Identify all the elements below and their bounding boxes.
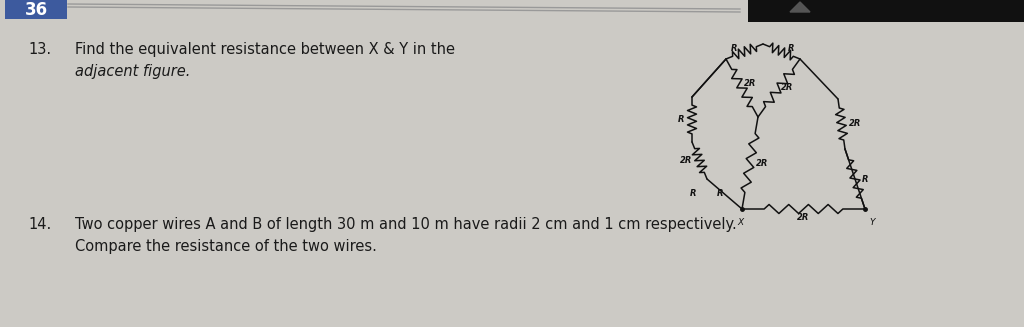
Text: R: R: [788, 44, 795, 53]
Text: 2R: 2R: [756, 159, 768, 167]
Text: 2R: 2R: [743, 78, 756, 88]
Text: R: R: [731, 44, 737, 53]
FancyBboxPatch shape: [5, 0, 67, 19]
Text: X: X: [737, 218, 743, 227]
Text: R: R: [717, 190, 723, 198]
Text: adjacent figure.: adjacent figure.: [75, 64, 190, 79]
Text: 2R: 2R: [680, 156, 692, 165]
Text: R: R: [690, 190, 696, 198]
Text: R: R: [862, 175, 868, 183]
Text: 36: 36: [25, 1, 47, 19]
Polygon shape: [790, 2, 810, 12]
Text: 14.: 14.: [28, 217, 51, 232]
Text: Two copper wires A and B of length 30 m and 10 m have radii 2 cm and 1 cm respec: Two copper wires A and B of length 30 m …: [75, 217, 736, 232]
Text: 13.: 13.: [28, 42, 51, 57]
Text: Compare the resistance of the two wires.: Compare the resistance of the two wires.: [75, 239, 377, 254]
Text: Find the equivalent resistance between X & Y in the: Find the equivalent resistance between X…: [75, 42, 455, 57]
Text: Y: Y: [869, 218, 874, 227]
Text: 2R: 2R: [781, 83, 794, 93]
Text: 2R: 2R: [798, 213, 810, 221]
Text: 2R: 2R: [849, 119, 861, 129]
Text: R: R: [678, 115, 684, 124]
FancyBboxPatch shape: [748, 0, 1024, 22]
